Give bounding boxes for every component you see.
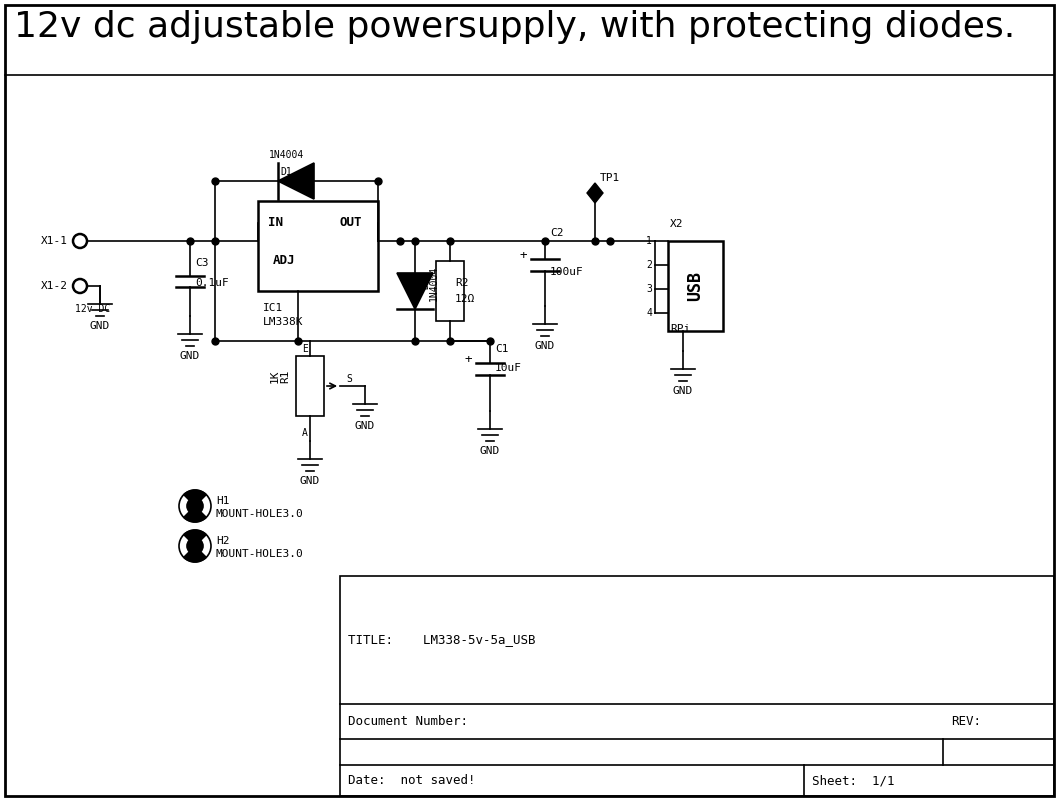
Text: 1: 1: [646, 236, 652, 246]
Polygon shape: [397, 273, 433, 309]
Text: X1-1: X1-1: [41, 236, 68, 246]
Polygon shape: [279, 163, 315, 199]
Polygon shape: [587, 183, 603, 203]
Text: 12v dc adjustable powersupply, with protecting diodes.: 12v dc adjustable powersupply, with prot…: [14, 10, 1016, 44]
Text: D1: D1: [281, 167, 292, 177]
Text: GND: GND: [180, 351, 200, 361]
Text: 1N4004: 1N4004: [429, 265, 439, 300]
Text: C2: C2: [550, 228, 563, 238]
Text: USB: USB: [686, 271, 704, 301]
Text: C1: C1: [495, 344, 508, 354]
Text: REV:: REV:: [951, 714, 982, 727]
Text: 1K: 1K: [270, 369, 280, 383]
Wedge shape: [183, 490, 207, 506]
Text: MOUNT-HOLE3.0: MOUNT-HOLE3.0: [216, 549, 304, 559]
Bar: [258, 201, 378, 291]
Text: 12v DC: 12v DC: [75, 304, 110, 314]
Text: GND: GND: [90, 321, 110, 331]
Text: IN: IN: [268, 216, 283, 230]
Text: Document Number:: Document Number:: [348, 714, 468, 727]
Text: 4: 4: [646, 308, 652, 318]
Bar: [668, 241, 723, 331]
Text: IC1: IC1: [263, 303, 283, 313]
Wedge shape: [183, 506, 207, 522]
Circle shape: [187, 538, 203, 554]
Text: GND: GND: [535, 341, 555, 351]
Circle shape: [187, 498, 203, 514]
Text: X1-2: X1-2: [41, 281, 68, 291]
Text: 100uF: 100uF: [550, 267, 584, 277]
Text: A: A: [302, 428, 308, 438]
Wedge shape: [183, 530, 207, 546]
Text: E: E: [302, 344, 308, 354]
Text: 10uF: 10uF: [495, 363, 522, 373]
Text: H1: H1: [216, 496, 230, 506]
Text: RPi: RPi: [670, 324, 690, 334]
Text: D2: D2: [420, 277, 430, 289]
Wedge shape: [183, 546, 207, 562]
Text: Date:  not saved!: Date: not saved!: [348, 774, 475, 787]
Text: +: +: [520, 248, 527, 261]
Text: H2: H2: [216, 536, 230, 546]
Text: C3: C3: [195, 258, 209, 268]
Text: 3: 3: [646, 284, 652, 294]
Text: X2: X2: [670, 219, 683, 229]
Text: 12Ω: 12Ω: [455, 294, 475, 304]
Text: +: +: [465, 352, 472, 365]
Text: GND: GND: [672, 386, 694, 396]
Text: MOUNT-HOLE3.0: MOUNT-HOLE3.0: [216, 509, 304, 519]
Bar: [340, 576, 1054, 796]
Bar: [297, 356, 324, 416]
Text: GND: GND: [300, 476, 320, 486]
Text: 2: 2: [646, 260, 652, 270]
Text: 1N4004: 1N4004: [268, 150, 304, 160]
Text: OUT: OUT: [340, 216, 362, 230]
Text: TP1: TP1: [600, 173, 621, 183]
Text: ADJ: ADJ: [273, 255, 295, 268]
Text: GND: GND: [355, 421, 375, 431]
Text: TITLE:    LM338-5v-5a_USB: TITLE: LM338-5v-5a_USB: [348, 634, 536, 646]
Text: R2: R2: [455, 278, 468, 288]
Text: LM338K: LM338K: [263, 317, 304, 327]
Text: S: S: [346, 374, 352, 384]
Text: GND: GND: [480, 446, 500, 456]
Text: 0.1uF: 0.1uF: [195, 278, 229, 288]
Bar: [436, 261, 464, 321]
Text: R1: R1: [280, 369, 290, 383]
Text: Sheet:  1/1: Sheet: 1/1: [812, 774, 895, 787]
